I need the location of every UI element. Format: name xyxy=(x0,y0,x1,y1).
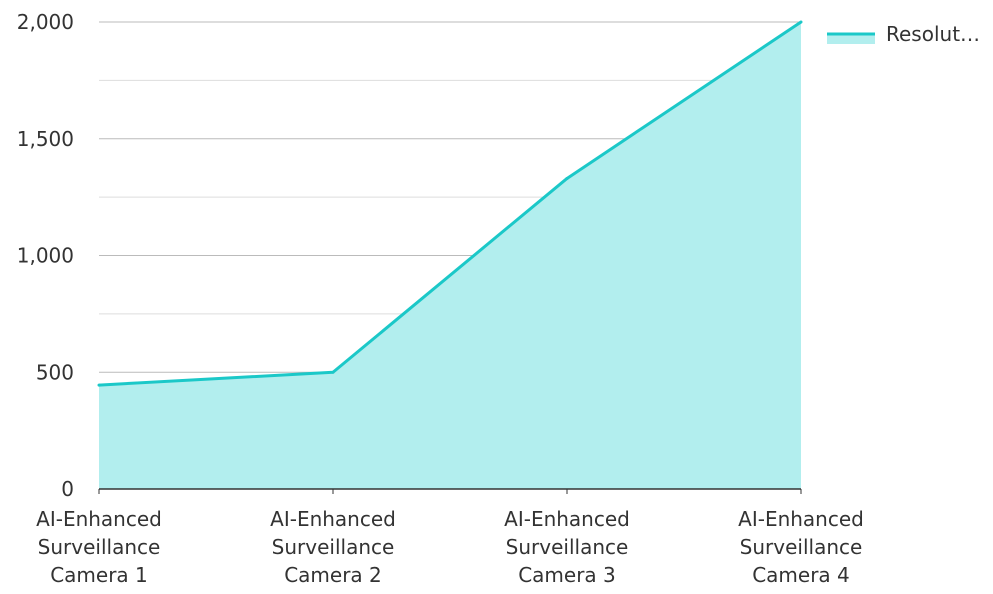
data-point xyxy=(331,370,335,374)
axes xyxy=(98,488,802,494)
x-axis-category-labels: AI-Enhanced Surveillance Camera 1AI-Enhanc… xyxy=(36,507,864,587)
y-axis-tick-labels: 0 500 1,000 1,500 2,000 xyxy=(17,10,74,501)
x-category-label: AI-Enhanced Surveillance Camera 3 xyxy=(504,507,630,587)
y-tick-label: 0 xyxy=(61,477,74,501)
x-category-label: AI-Enhanced Surveillance Camera 1 xyxy=(36,507,162,587)
data-point xyxy=(799,20,803,24)
x-category-label: AI-Enhanced Surveillance Camera 4 xyxy=(738,507,864,587)
data-point xyxy=(97,383,101,387)
series-line-1 xyxy=(98,20,802,387)
y-tick-label: 1,500 xyxy=(17,127,74,151)
x-category-label-line: Camera 2 xyxy=(284,563,382,587)
area-fill-series-1 xyxy=(99,22,801,489)
x-category-label-line: Surveillance xyxy=(506,535,629,559)
x-category-label-line: Surveillance xyxy=(272,535,395,559)
x-category-label-line: Camera 1 xyxy=(50,563,148,587)
legend-label: Resolut… xyxy=(886,22,980,46)
y-tick-label: 2,000 xyxy=(17,10,74,34)
x-category-label-line: AI-Enhanced xyxy=(504,507,630,531)
x-category-label-line: Surveillance xyxy=(740,535,863,559)
x-category-label-line: Camera 3 xyxy=(518,563,616,587)
x-category-label-line: AI-Enhanced xyxy=(738,507,864,531)
y-tick-label: 500 xyxy=(36,360,74,384)
x-category-label-line: Surveillance xyxy=(38,535,161,559)
y-tick-label: 1,000 xyxy=(17,244,74,268)
legend[interactable]: Resolut… xyxy=(827,22,980,46)
data-point xyxy=(565,176,569,180)
x-category-label-line: Camera 4 xyxy=(752,563,850,587)
area-layer xyxy=(97,20,803,489)
legend-swatch-area xyxy=(827,33,875,44)
x-category-label-line: AI-Enhanced xyxy=(36,507,162,531)
x-category-label: AI-Enhanced Surveillance Camera 2 xyxy=(270,507,396,587)
x-category-label-line: AI-Enhanced xyxy=(270,507,396,531)
